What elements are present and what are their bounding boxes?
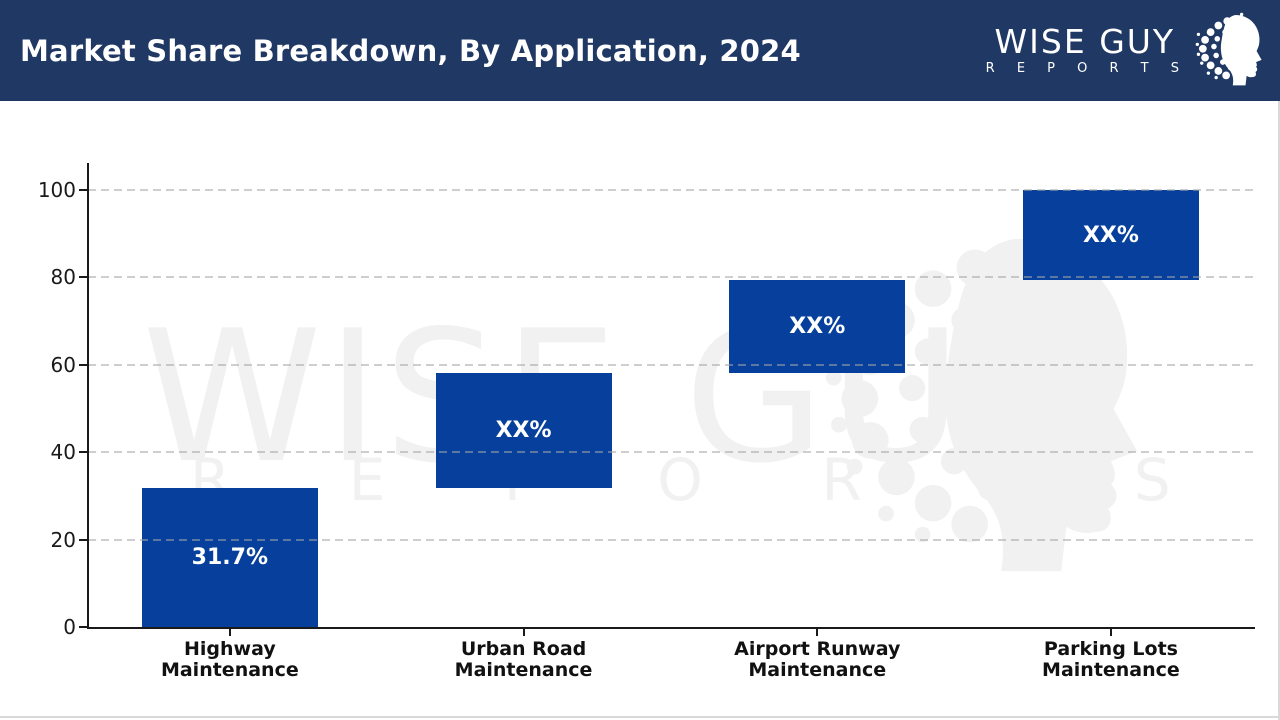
waterfall-bar: XX% [1022, 190, 1199, 281]
gridline [88, 363, 1254, 366]
wise-guy-reports-logo: WISE GUY R E P O R T S [982, 10, 1280, 92]
logo-text: WISE GUY R E P O R T S [982, 22, 1188, 77]
y-axis-tick [79, 189, 87, 191]
y-tick-label: 0 [63, 615, 76, 639]
x-axis-tick [522, 628, 525, 636]
watermark: WISE GUY R E P O R T S [0, 101, 1280, 720]
x-category-label: Airport Runway Maintenance [734, 638, 901, 681]
bottom-border [0, 716, 1280, 718]
logo-wordmark: WISE GUY [994, 22, 1176, 61]
gridline [88, 189, 1254, 191]
x-axis-tick [816, 628, 819, 636]
y-axis-tick [79, 451, 87, 454]
chart-title: Market Share Breakdown, By Application, … [20, 33, 801, 68]
y-axis-tick [79, 276, 87, 279]
bar-value-label: XX% [1082, 222, 1139, 248]
y-tick-label: 40 [50, 440, 76, 465]
waterfall-bar: XX% [435, 372, 612, 489]
y-axis-tick [79, 626, 87, 628]
plot-area: WISE GUY R E P O R T S 0 20 40 60 80 100 31.7%… [0, 101, 1280, 720]
x-axis-tick [1109, 628, 1112, 636]
waterfall-bar: 31.7% [141, 488, 318, 627]
y-axis-tick [79, 538, 87, 541]
logo-subtitle: R E P O R T S [985, 61, 1188, 76]
y-axis-line [87, 163, 89, 629]
header: Market Share Breakdown, By Application, … [0, 0, 1280, 101]
gridline [88, 276, 1254, 279]
y-tick-label: 100 [37, 178, 76, 202]
y-tick-label: 20 [50, 527, 76, 552]
waterfall-bar: XX% [729, 280, 906, 373]
x-category-label: Highway Maintenance [160, 638, 299, 681]
gridline [88, 538, 1254, 541]
y-tick-label: 80 [50, 265, 76, 290]
x-category-label: Urban Road Maintenance [454, 638, 593, 681]
bar-value-label: 31.7% [191, 545, 268, 571]
logo-face-icon [1194, 10, 1266, 92]
y-axis-tick [79, 363, 87, 366]
x-axis-tick [228, 628, 231, 636]
bar-value-label: XX% [789, 313, 846, 339]
x-category-label: Parking Lots Maintenance [1042, 638, 1180, 681]
gridline [88, 451, 1254, 454]
x-axis-line [87, 627, 1255, 629]
y-tick-label: 60 [50, 352, 76, 377]
bar-value-label: XX% [495, 418, 552, 444]
right-border [1278, 101, 1280, 720]
